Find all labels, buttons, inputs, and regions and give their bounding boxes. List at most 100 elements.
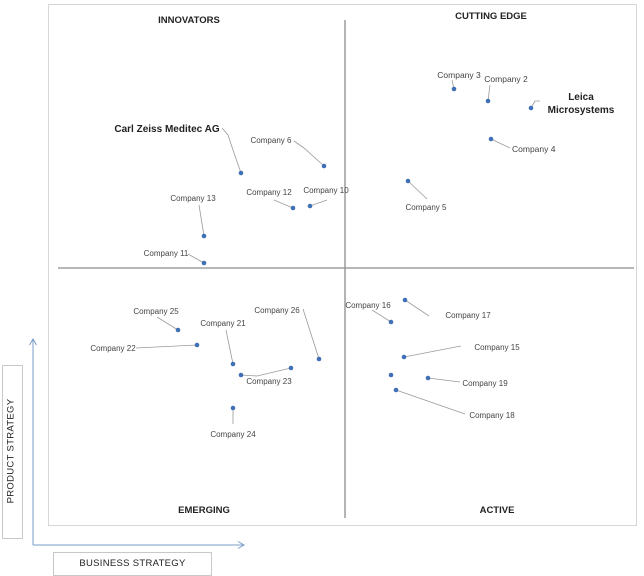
company-dot	[528, 105, 534, 111]
company-marker-company-25: Company 25	[133, 307, 181, 333]
leader-line	[225, 329, 234, 365]
leader-line	[371, 309, 392, 323]
company-marker-company-10: Company 10	[303, 186, 349, 209]
leader-line	[403, 345, 462, 358]
company-label: Company 19	[462, 379, 508, 388]
company-marker-company-12: Company 12	[246, 188, 296, 211]
company-dot	[230, 361, 236, 367]
company-dot	[175, 327, 181, 333]
leader-line	[240, 367, 292, 377]
company-marker-company-15: Company 15	[401, 343, 520, 360]
company-dot	[238, 372, 244, 378]
company-marker-company-16: Company 16	[345, 301, 394, 325]
company-label: Company 26	[254, 306, 300, 315]
company-label: Carl Zeiss Meditec AG	[114, 124, 219, 135]
company-dot	[393, 387, 399, 393]
x-axis-label: BUSINESS STRATEGY	[79, 558, 186, 569]
company-label: Company 13	[170, 194, 216, 203]
leader-line	[221, 127, 242, 174]
matrix-frame	[48, 4, 637, 526]
quadrant-label-emerging: EMERGING	[178, 505, 230, 516]
company-marker-company-5: Company 5	[405, 178, 447, 212]
company-marker-company-3: Company 3	[437, 70, 481, 92]
company-label: Leica Microsystems	[548, 92, 615, 116]
y-axis-arrowhead	[29, 338, 37, 346]
company-marker-company-19: Company 19	[425, 375, 508, 388]
company-label-line: Leica	[568, 92, 594, 103]
company-label: Company 11	[144, 249, 189, 258]
company-dot	[485, 98, 491, 104]
company-dot	[321, 163, 327, 169]
leader-line	[198, 204, 205, 237]
company-dot	[425, 375, 431, 381]
y-axis-label-box	[2, 365, 23, 539]
company-label: Company 4	[512, 144, 556, 154]
quadrant-label-cutting-edge: CUTTING EDGE	[455, 11, 527, 22]
leader-line	[302, 308, 320, 360]
company-label: Company 2	[484, 74, 528, 84]
company-label: Company 17	[445, 311, 491, 320]
company-marker-company-26: Company 26	[254, 306, 322, 362]
company-dot	[316, 356, 322, 362]
company-label: Company 5	[406, 203, 447, 212]
company-marker-company-17: Company 17	[402, 297, 491, 320]
company-label: Company 23	[246, 377, 292, 386]
company-marker-company-13: Company 13	[170, 194, 216, 239]
company-dot	[290, 205, 296, 211]
company-marker-leica-microsystems: Leica Microsystems	[528, 92, 615, 116]
leader-line	[407, 180, 428, 200]
company-label: Company 24	[210, 430, 256, 439]
company-markers-layer: Company 3 Company 2 Leica Microsystems Compa…	[90, 70, 614, 439]
company-dot	[388, 319, 394, 325]
leader-line	[156, 316, 179, 331]
company-label: Company 12	[246, 188, 292, 197]
company-marker-company-24: Company 24	[210, 405, 256, 439]
company-dot	[201, 260, 207, 266]
company-dot	[194, 342, 200, 348]
company-dot	[307, 203, 313, 209]
company-label: Company 22	[90, 344, 136, 353]
company-label-line: Microsystems	[548, 105, 615, 116]
company-label: Company 10	[303, 186, 349, 195]
leader-line	[293, 140, 325, 167]
company-dot	[388, 372, 394, 378]
company-marker-company-11: Company 11	[144, 249, 207, 266]
leader-line	[427, 377, 461, 383]
company-dot	[201, 233, 207, 239]
company-label: Company 25	[133, 307, 179, 316]
y-axis-label: PRODUCT STRATEGY	[5, 398, 17, 504]
company-marker-company-6: Company 6	[251, 136, 327, 169]
company-marker-company-18: Company 18	[393, 387, 515, 420]
leader-line	[530, 100, 540, 109]
company-dot	[402, 297, 408, 303]
company-label: Company 16	[345, 301, 391, 310]
company-dot	[488, 136, 494, 142]
company-marker-carl-zeiss-meditec-ag: Carl Zeiss Meditec AG	[114, 124, 244, 176]
company-label: Company 6	[251, 136, 292, 145]
leader-line	[490, 138, 511, 149]
quadrant-label-active: ACTIVE	[480, 505, 515, 516]
company-label: Company 18	[469, 411, 515, 420]
x-axis-arrowhead	[237, 541, 245, 549]
x-axis-label-box: BUSINESS STRATEGY	[53, 552, 212, 576]
company-dot	[451, 86, 457, 92]
quadrant-label-innovators: INNOVATORS	[158, 15, 220, 26]
leader-line	[395, 389, 466, 415]
leader-line	[309, 199, 328, 207]
company-marker-company-22: Company 22	[90, 342, 200, 353]
leader-line	[273, 199, 294, 209]
company-dot	[405, 178, 411, 184]
company-marker-company-21: Company 21	[200, 319, 246, 367]
company-label: Company 15	[474, 343, 520, 352]
company-dot	[238, 170, 244, 176]
company-dot	[288, 365, 294, 371]
company-label: Company 3	[437, 70, 481, 80]
leader-line	[404, 299, 430, 317]
company-dot	[401, 354, 407, 360]
leader-line	[135, 344, 198, 349]
company-dot	[230, 405, 236, 411]
company-marker-company-4: Company 4	[488, 136, 556, 154]
leader-line	[487, 84, 491, 102]
company-marker-company-23: Company 23	[240, 365, 294, 386]
